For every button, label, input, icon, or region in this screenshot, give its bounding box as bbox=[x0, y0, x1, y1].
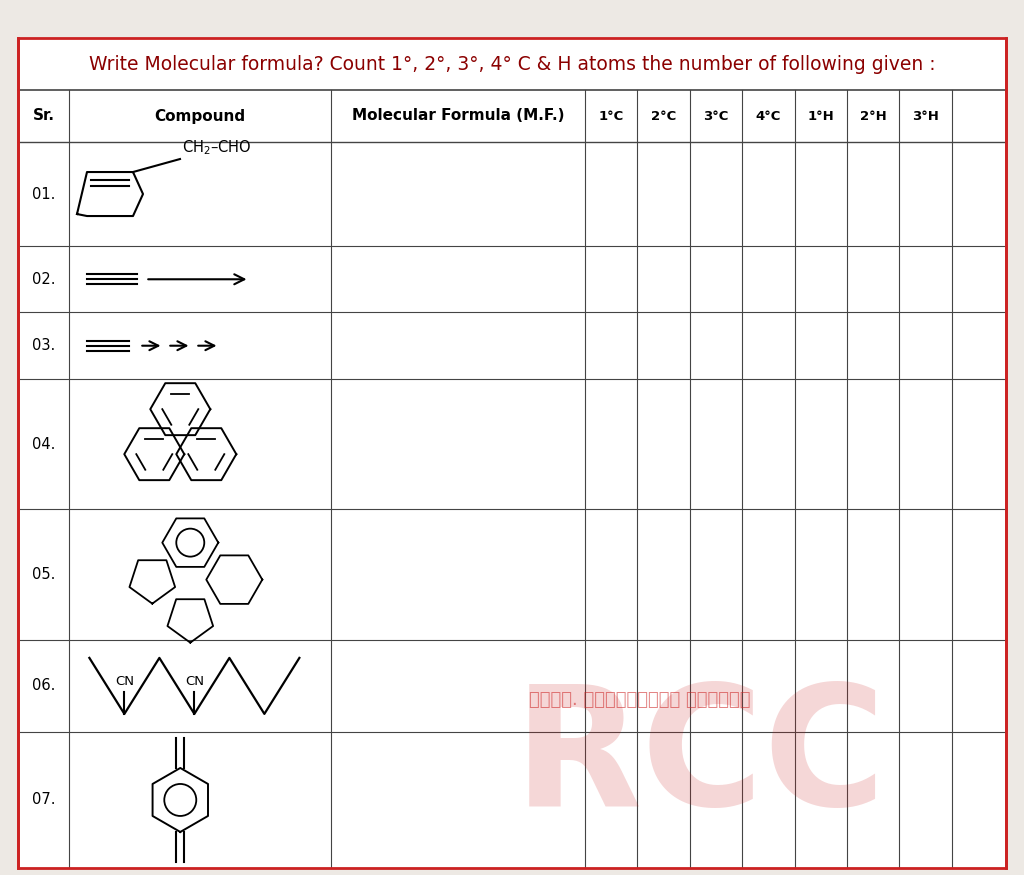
Text: 1°C: 1°C bbox=[599, 109, 624, 123]
Text: 07.: 07. bbox=[32, 793, 55, 808]
Text: 2°H: 2°H bbox=[860, 109, 887, 123]
Text: 03.: 03. bbox=[32, 339, 55, 354]
Text: 06.: 06. bbox=[32, 678, 55, 693]
Text: 1°H: 1°H bbox=[807, 109, 835, 123]
Text: Compound: Compound bbox=[155, 108, 246, 123]
Text: RCC: RCC bbox=[514, 678, 887, 842]
Text: 04.: 04. bbox=[32, 437, 55, 452]
Text: 4°C: 4°C bbox=[756, 109, 781, 123]
Text: CH$_2$–CHO: CH$_2$–CHO bbox=[182, 138, 252, 157]
Text: प्रा. मोटेगावकर सरांचे: प्रा. मोटेगावकर सरांचे bbox=[529, 691, 751, 709]
Text: 3°H: 3°H bbox=[912, 109, 939, 123]
Text: 2°C: 2°C bbox=[651, 109, 676, 123]
Text: Molecular Formula (M.F.): Molecular Formula (M.F.) bbox=[352, 108, 564, 123]
Text: 01.: 01. bbox=[32, 186, 55, 201]
Text: 02.: 02. bbox=[32, 272, 55, 287]
Text: Sr.: Sr. bbox=[33, 108, 54, 123]
Text: Write Molecular formula? Count 1°, 2°, 3°, 4° C & H atoms the number of followin: Write Molecular formula? Count 1°, 2°, 3… bbox=[89, 54, 935, 74]
Text: 3°C: 3°C bbox=[703, 109, 729, 123]
Text: 05.: 05. bbox=[32, 567, 55, 582]
Text: CN: CN bbox=[185, 675, 204, 688]
Text: CN: CN bbox=[115, 675, 134, 688]
